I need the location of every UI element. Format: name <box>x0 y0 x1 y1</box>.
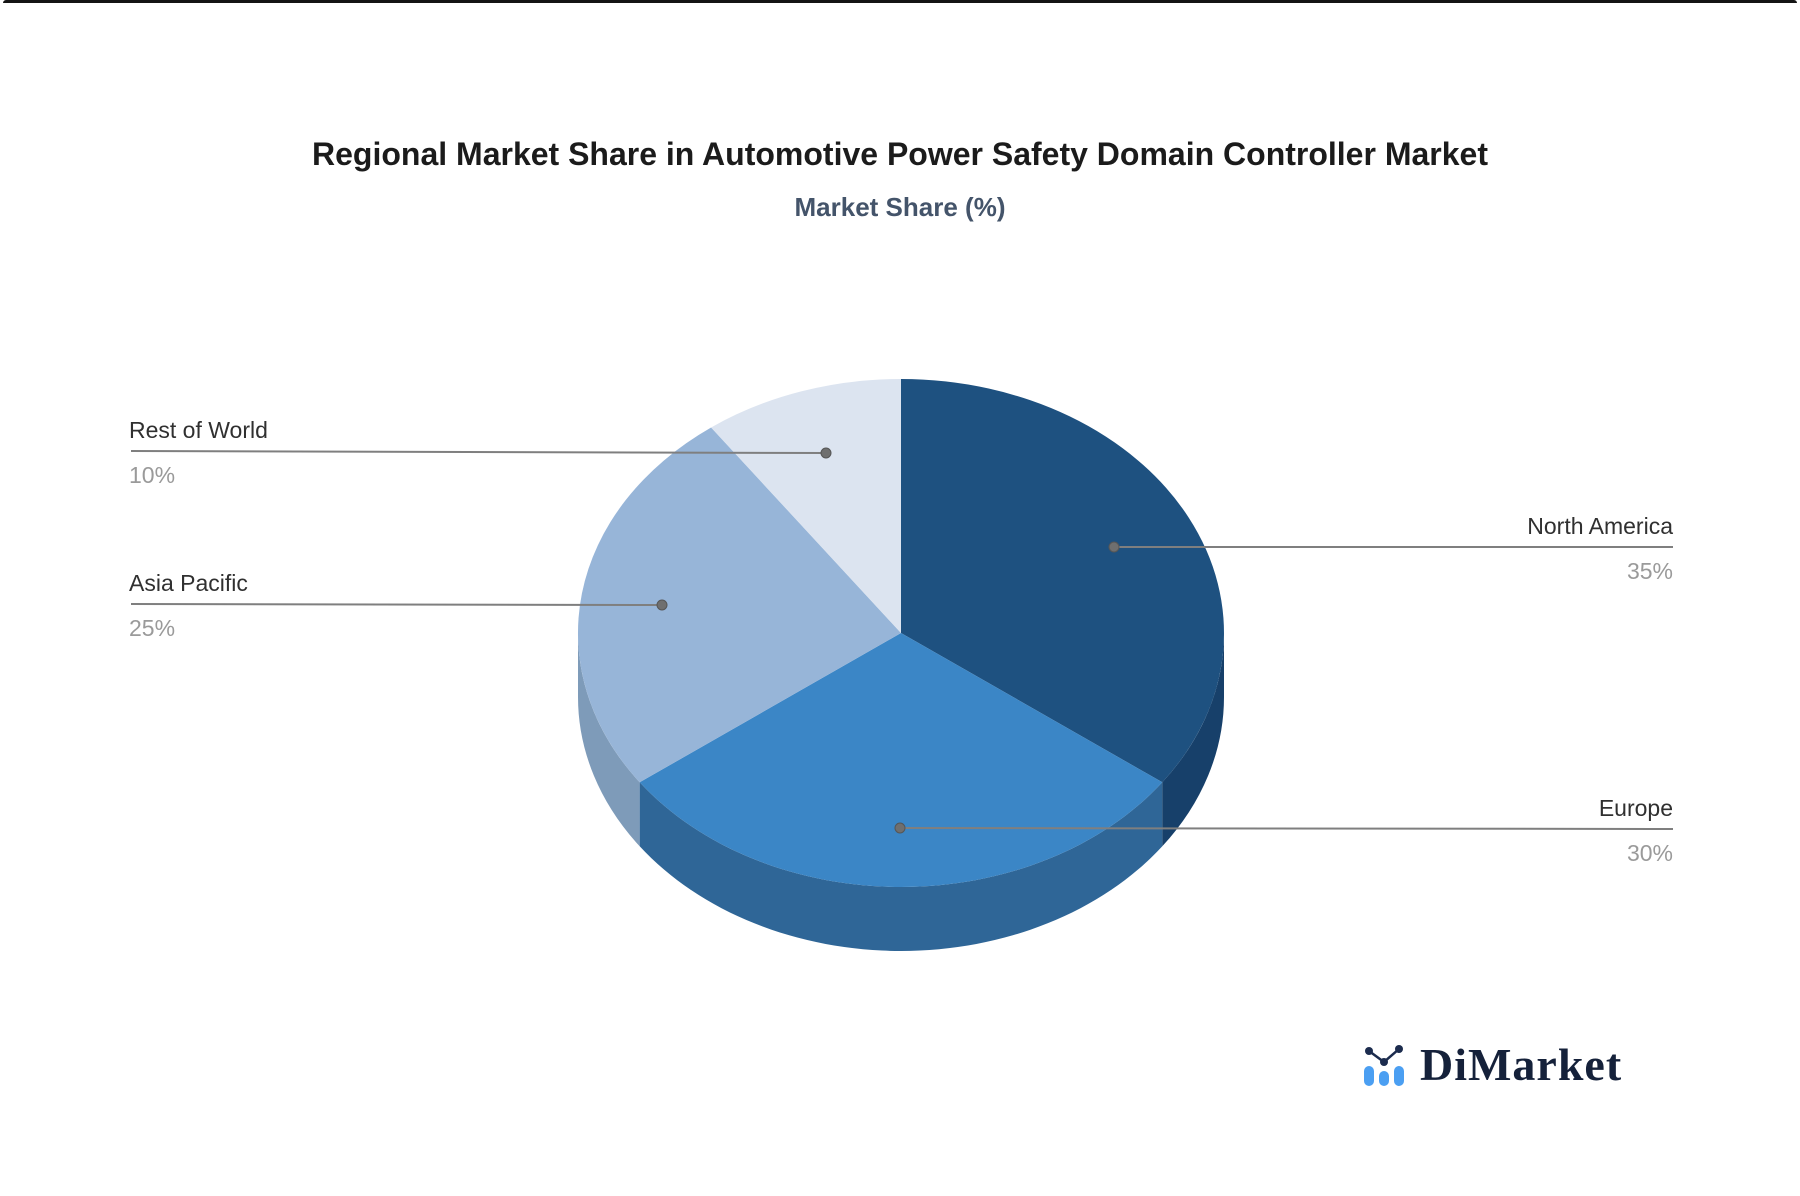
callout-label: Asia Pacific <box>129 570 248 596</box>
callout-value: 35% <box>1626 558 1673 584</box>
window-top-border <box>3 0 1797 3</box>
pie-slice-asia-pacific-depth <box>578 633 640 847</box>
callout-value: 10% <box>129 462 176 488</box>
callout-rest-of-world: Rest of World 10% <box>129 416 268 489</box>
pie-slice-europe-depth <box>639 782 1163 951</box>
callout-label: North America <box>1527 513 1673 539</box>
leader-dot-rest-of-world <box>820 447 832 459</box>
bar-line-chart-icon <box>1364 1045 1404 1086</box>
leader-dot-europe <box>894 822 906 834</box>
callout-asia-pacific: Asia Pacific 25% <box>129 569 248 642</box>
leader-line-rest-of-world <box>130 450 827 454</box>
leader-dot-asia-pacific <box>656 599 668 611</box>
callout-north-america: North America 35% <box>1527 512 1673 585</box>
pie-slice-asia-pacific[interactable] <box>577 427 901 783</box>
callout-label: Europe <box>1598 795 1673 821</box>
leader-dot-north-america <box>1108 541 1120 553</box>
callout-label: Rest of World <box>129 417 268 443</box>
callout-value: 30% <box>1626 840 1673 866</box>
pie-slice-north-america[interactable] <box>901 379 1224 783</box>
pie-slice-north-america-depth <box>1162 633 1224 847</box>
callout-europe: Europe 30% <box>1599 794 1673 867</box>
chart-title: Regional Market Share in Automotive Powe… <box>312 136 1488 172</box>
leader-line-asia-pacific <box>130 603 663 606</box>
pie-slice-europe[interactable] <box>639 633 1163 887</box>
brand-name: DiMarket <box>1420 1039 1623 1090</box>
callout-value: 25% <box>129 615 176 641</box>
leader-line-europe <box>899 827 1674 830</box>
chart-subtitle: Market Share (%) <box>794 192 1006 222</box>
brand-logo: DiMarket <box>1362 1042 1622 1088</box>
pie-slice-rest-of-world[interactable] <box>711 379 901 633</box>
